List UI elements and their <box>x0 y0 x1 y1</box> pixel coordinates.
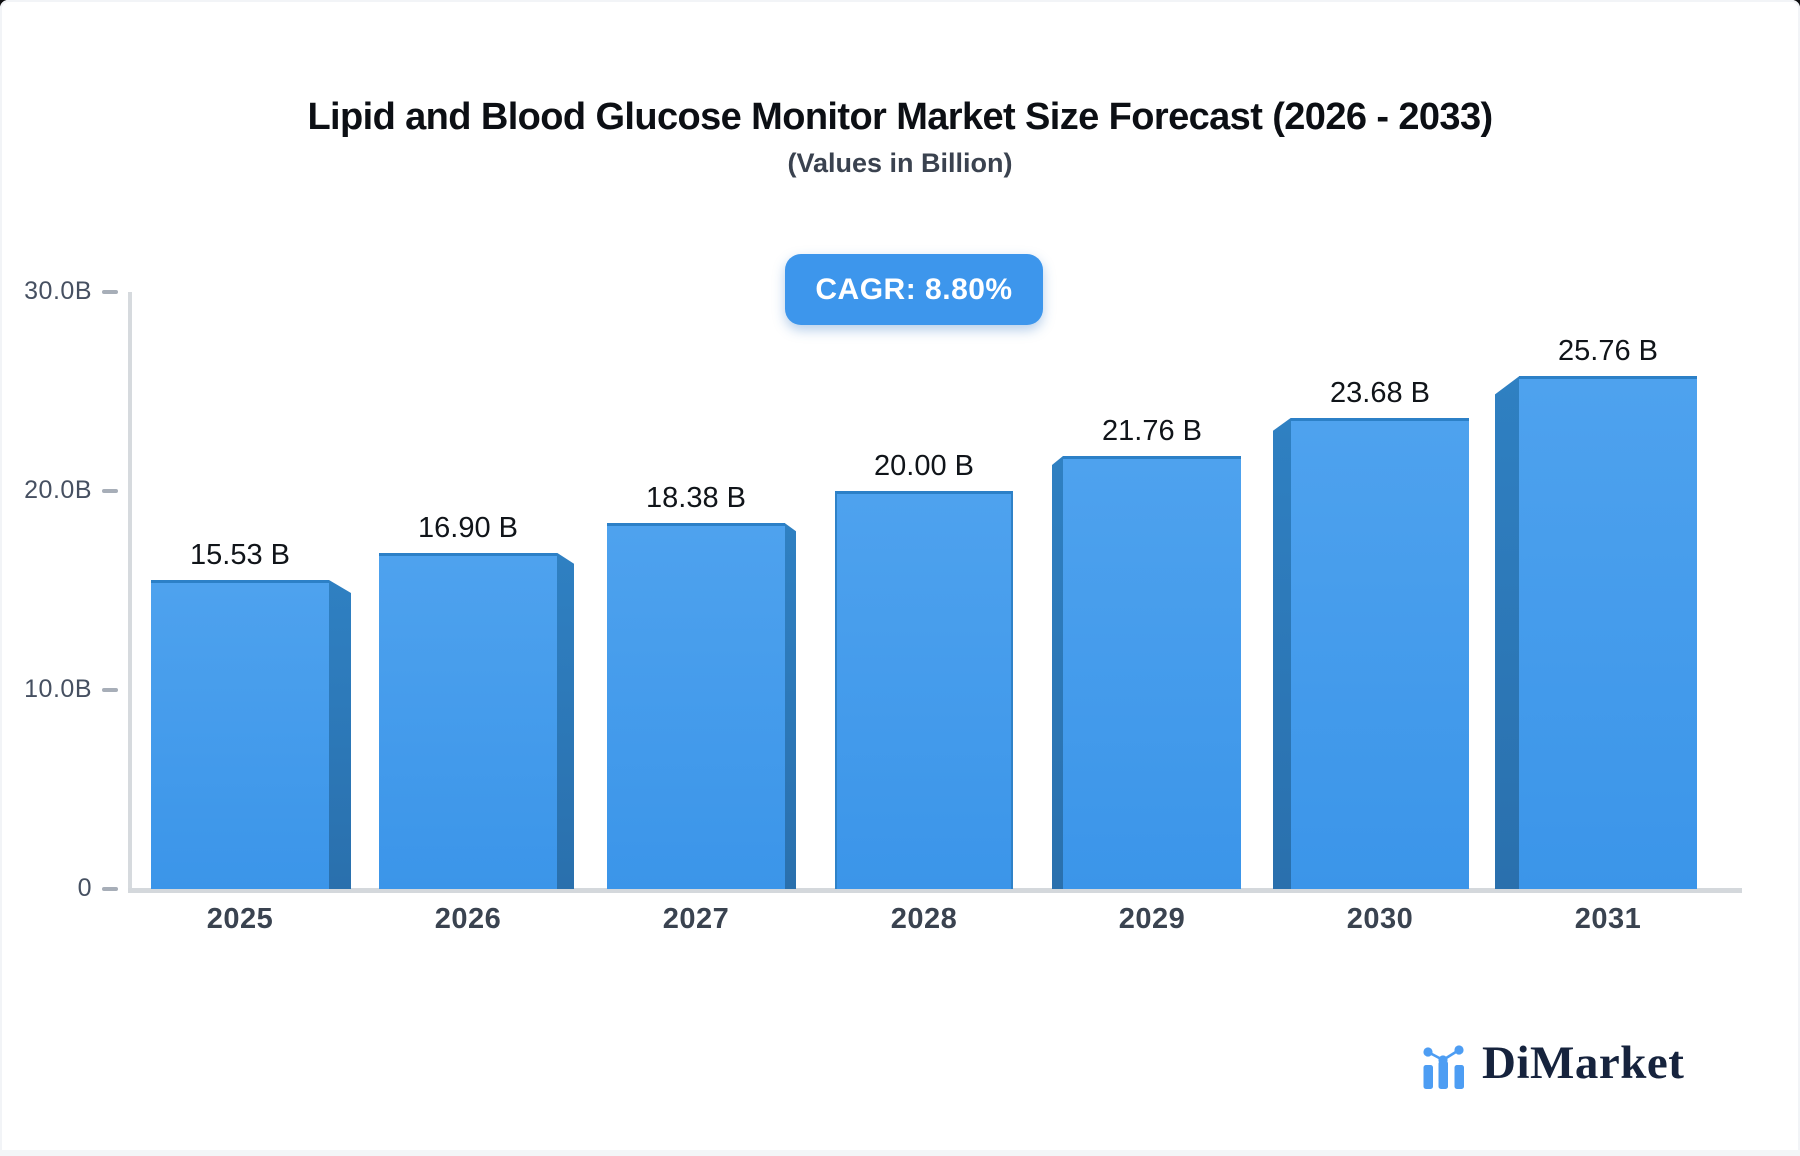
bar-value-label-2030: 23.68 B <box>1330 376 1430 409</box>
bar-2026 <box>379 552 557 889</box>
y-axis-tick-label-0: 0 <box>77 874 92 902</box>
bar-side-face-2025 <box>329 579 351 889</box>
bar-2029 <box>1063 455 1241 889</box>
chart-subtitle: (Values in Billion) <box>787 148 1013 178</box>
bar-value-label-2025: 15.53 B <box>190 538 290 571</box>
x-axis-label-2026: 2026 <box>434 903 502 935</box>
bar-side-face-2029 <box>1052 455 1063 889</box>
cagr-badge-label: CAGR: 8.80% <box>815 272 1013 306</box>
y-axis-tick-mark <box>102 489 118 493</box>
y-axis-line <box>128 292 132 893</box>
y-axis-tick-label-10.0B: 10.0B <box>24 675 92 703</box>
y-axis-tick-mark <box>102 887 118 891</box>
bar-side-face-2030 <box>1273 417 1291 889</box>
dimarket-logo: DiMarket <box>1420 1034 1684 1092</box>
x-axis-label-2029: 2029 <box>1118 903 1186 935</box>
cagr-badge: CAGR: 8.80% <box>785 254 1043 325</box>
x-axis-label-2027: 2027 <box>662 903 730 935</box>
dimarket-logo-text: DiMarket <box>1482 1037 1685 1089</box>
y-axis-tick-mark <box>102 688 118 692</box>
bar-value-label-2026: 16.90 B <box>418 511 518 544</box>
bar-value-label-2031: 25.76 B <box>1558 335 1658 368</box>
bar-value-label-2027: 18.38 B <box>646 482 746 515</box>
chart-title: Lipid and Blood Glucose Monitor Market S… <box>307 96 1493 138</box>
x-axis-label-2030: 2030 <box>1346 903 1414 935</box>
bar-side-face-2027 <box>785 523 796 889</box>
bar-value-label-2028: 20.00 B <box>874 450 974 482</box>
bar-2027 <box>607 523 785 889</box>
bar-2025 <box>151 579 329 889</box>
y-axis-tick-mark <box>102 290 118 294</box>
y-axis-tick-label-20.0B: 20.0B <box>24 476 92 504</box>
bar-2028 <box>835 491 1013 889</box>
bar-2030 <box>1291 417 1469 889</box>
x-axis-label-2025: 2025 <box>206 903 274 935</box>
bar-value-label-2029: 21.76 B <box>1102 414 1202 447</box>
y-axis-tick-label-30.0B: 30.0B <box>24 277 92 305</box>
bottom-edge-strip <box>0 1150 1800 1156</box>
bar-side-face-2031 <box>1495 376 1519 889</box>
x-axis-line <box>128 888 1742 893</box>
x-axis-label-2028: 2028 <box>890 903 958 935</box>
bar-side-face-2026 <box>557 552 574 889</box>
x-axis-label-2031: 2031 <box>1574 903 1642 935</box>
bar-chart-logo-icon <box>1423 1045 1464 1089</box>
bar-2031 <box>1519 376 1697 889</box>
